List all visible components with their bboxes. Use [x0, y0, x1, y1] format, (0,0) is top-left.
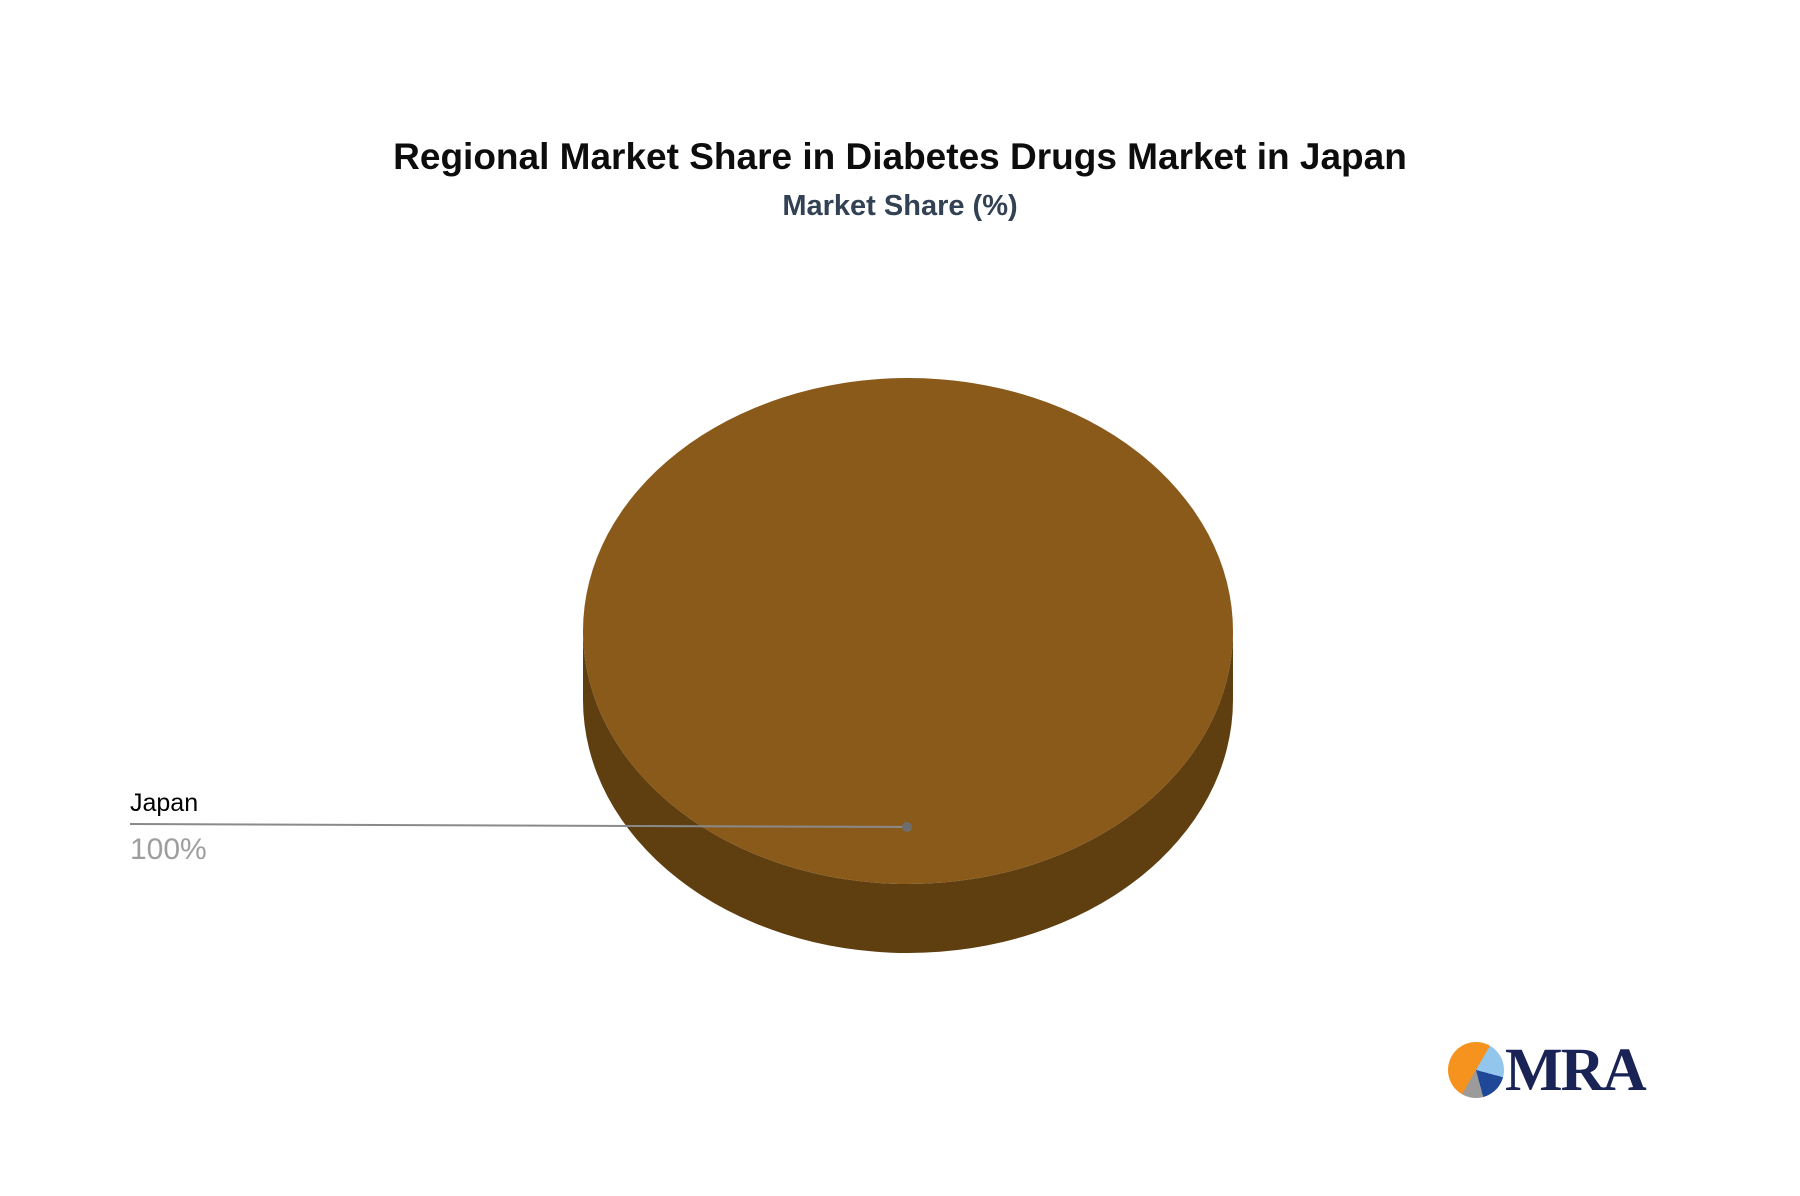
- chart-title: Regional Market Share in Diabetes Drugs …: [393, 136, 1407, 177]
- pie-chart-icon: [1448, 1042, 1504, 1098]
- label-connector-line: [129, 823, 908, 828]
- pie-slice-japan[interactable]: [583, 378, 1233, 884]
- mra-logo: MRA: [1448, 1036, 1647, 1104]
- pie-slice-side: [583, 631, 1233, 953]
- label-connector-dot: [902, 822, 912, 832]
- logo-text: MRA: [1505, 1036, 1647, 1104]
- slice-label-name: Japan: [130, 789, 199, 817]
- slice-label-value: 100%: [130, 833, 207, 866]
- chart-subtitle: Market Share (%): [782, 190, 1018, 222]
